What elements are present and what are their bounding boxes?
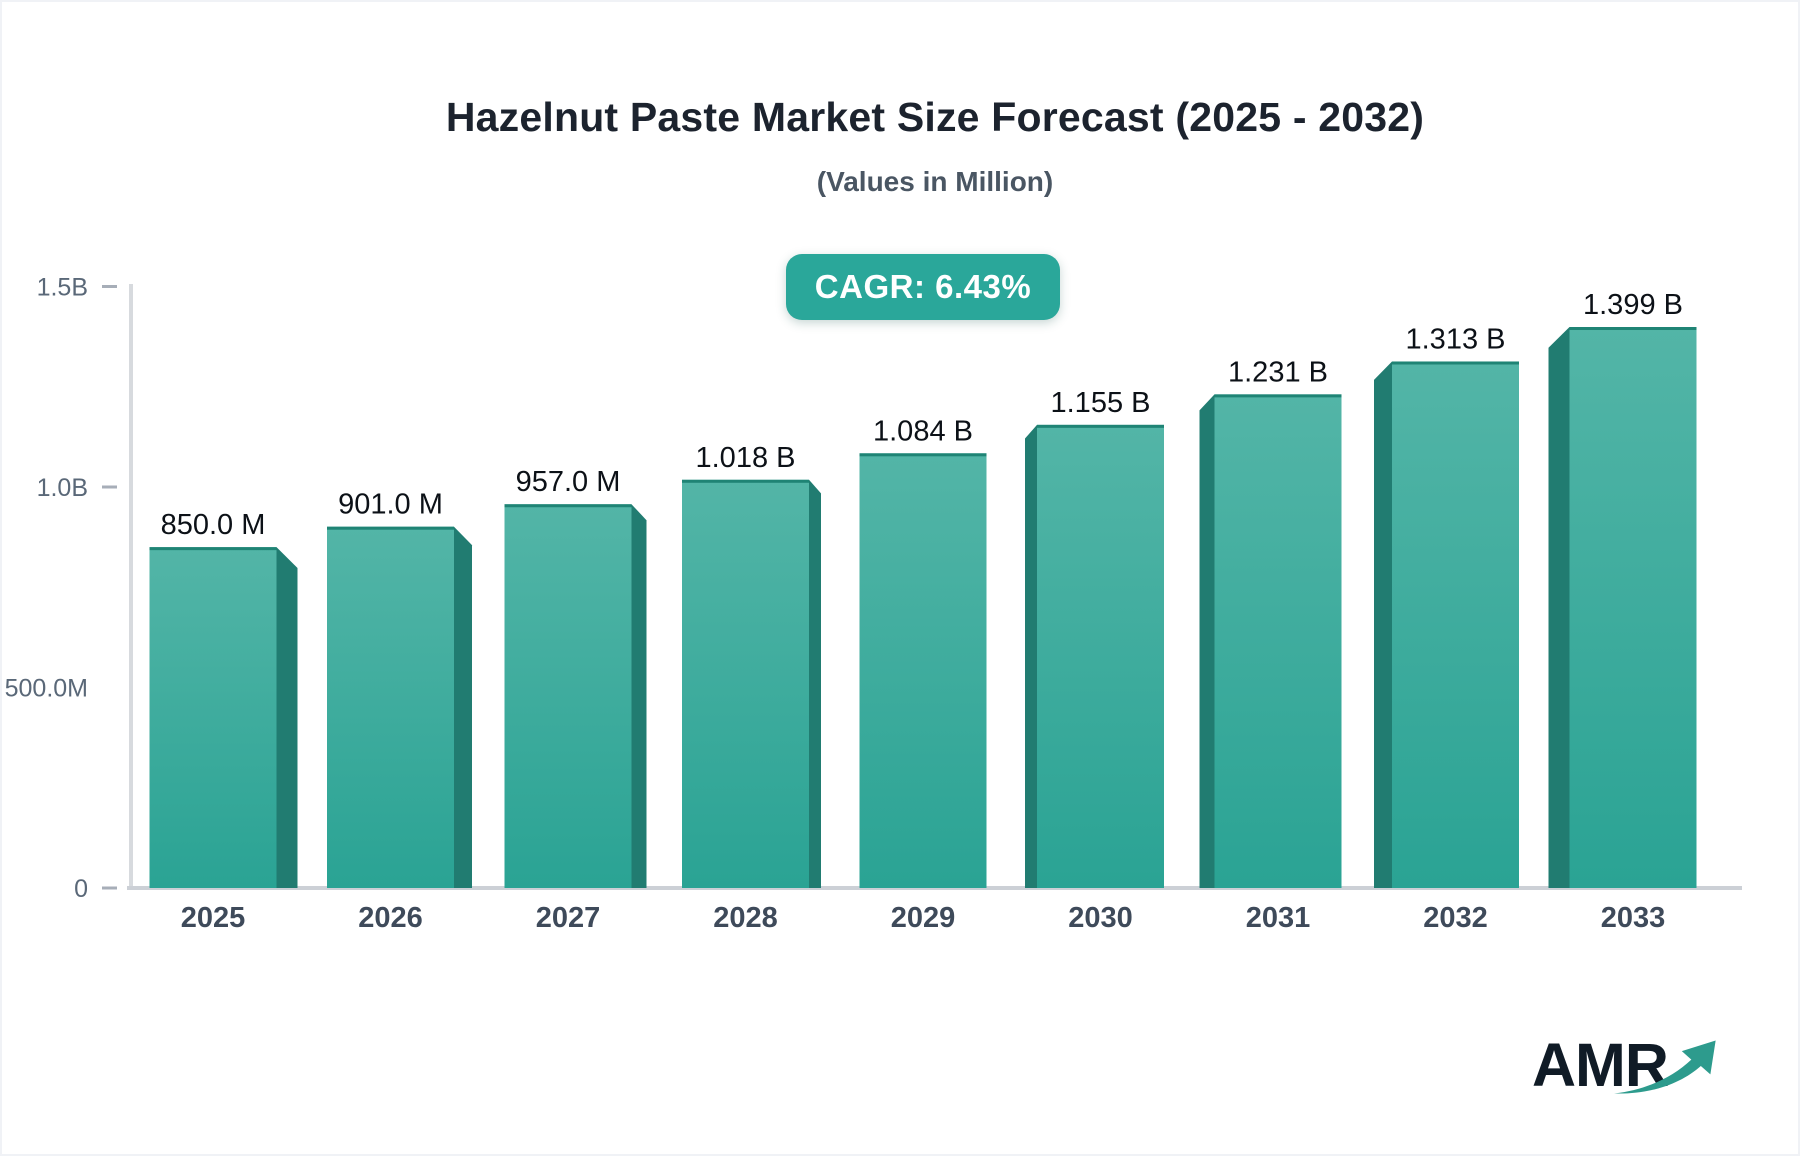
bar-side-panel	[809, 479, 821, 888]
y-axis-label: 1.5B	[37, 274, 88, 302]
bar-side-panel	[1374, 361, 1392, 888]
bar-face	[504, 504, 632, 888]
bar-value-label: 1.084 B	[873, 415, 973, 447]
bar-face	[1392, 361, 1519, 888]
x-axis-label: 2025	[181, 902, 246, 934]
bar-top-edge	[1037, 424, 1164, 428]
x-axis-label: 2033	[1601, 902, 1666, 934]
bar-face	[1569, 327, 1697, 889]
bar-side-panel	[1548, 327, 1570, 889]
bar-side-panel	[1199, 394, 1215, 888]
bar-top-edge	[149, 547, 277, 551]
x-axis-label: 2026	[358, 902, 423, 934]
cagr-badge-label: CAGR: 6.43%	[814, 268, 1032, 305]
bar-top-edge	[1392, 361, 1519, 365]
bar-value-label: 1.313 B	[1406, 323, 1506, 355]
y-axis-label: 500.0M	[5, 675, 88, 703]
bar-value-label: 1.155 B	[1051, 387, 1151, 419]
bar-face	[327, 526, 454, 888]
bar-top-edge	[1214, 394, 1342, 398]
bar-top-edge	[859, 453, 987, 457]
bar-2028: 1.018 B 2028	[682, 442, 821, 934]
bar-value-label: 901.0 M	[338, 489, 443, 521]
bar-face	[1214, 394, 1342, 888]
amr-logo: AMR	[1532, 1030, 1762, 1120]
bar-face	[859, 453, 987, 888]
bar-value-label: 957.0 M	[516, 466, 621, 498]
bar-2026: 901.0 M 2026	[327, 489, 472, 934]
bar-side-panel	[276, 547, 298, 888]
bar-face	[682, 479, 809, 888]
bar-top-edge	[1569, 327, 1697, 331]
bar-side-panel	[1025, 424, 1037, 888]
bar-2033: 1.399 B 2033	[1548, 289, 1697, 934]
y-axis-label: 0	[74, 875, 88, 903]
bar-2029: 1.084 B 2029	[859, 415, 987, 934]
bar-2030: 1.155 B 2030	[1025, 387, 1164, 934]
bar-value-label: 1.018 B	[696, 442, 796, 474]
bar-side-panel	[631, 504, 647, 888]
x-axis-label: 2031	[1246, 902, 1311, 934]
bar-value-label: 850.0 M	[161, 509, 266, 541]
bar-value-label: 1.231 B	[1228, 356, 1328, 388]
y-tick-dash	[102, 886, 117, 890]
bar-value-label: 1.399 B	[1583, 289, 1683, 321]
x-axis-label: 2030	[1068, 902, 1133, 934]
y-tick-dash	[102, 485, 117, 489]
bar-2032: 1.313 B 2032	[1374, 323, 1519, 934]
x-axis-label: 2029	[891, 902, 956, 934]
bar-face	[1037, 424, 1164, 888]
bar-side-panel	[454, 526, 472, 888]
bar-top-edge	[504, 504, 632, 508]
bar-top-edge	[682, 479, 809, 483]
x-axis-label: 2028	[713, 902, 778, 934]
bar-face	[149, 547, 277, 888]
y-tick-dash	[102, 285, 117, 288]
cagr-badge: CAGR: 6.43%	[786, 254, 1060, 320]
page-title: Hazelnut Paste Market Size Forecast (202…	[445, 94, 1425, 140]
growth-arrow-icon	[1614, 1040, 1716, 1094]
bar-2027: 957.0 M 2027	[504, 466, 647, 934]
x-axis-label: 2032	[1423, 902, 1488, 934]
y-axis-line	[129, 284, 133, 890]
x-axis-label: 2027	[536, 902, 601, 934]
bar-2025: 850.0 M 2025	[149, 509, 298, 934]
y-axis-label: 1.0B	[37, 474, 88, 502]
bar-2031: 1.231 B 2031	[1199, 356, 1342, 934]
bar-top-edge	[327, 526, 454, 530]
page-subtitle: (Values in Million)	[816, 166, 1054, 197]
